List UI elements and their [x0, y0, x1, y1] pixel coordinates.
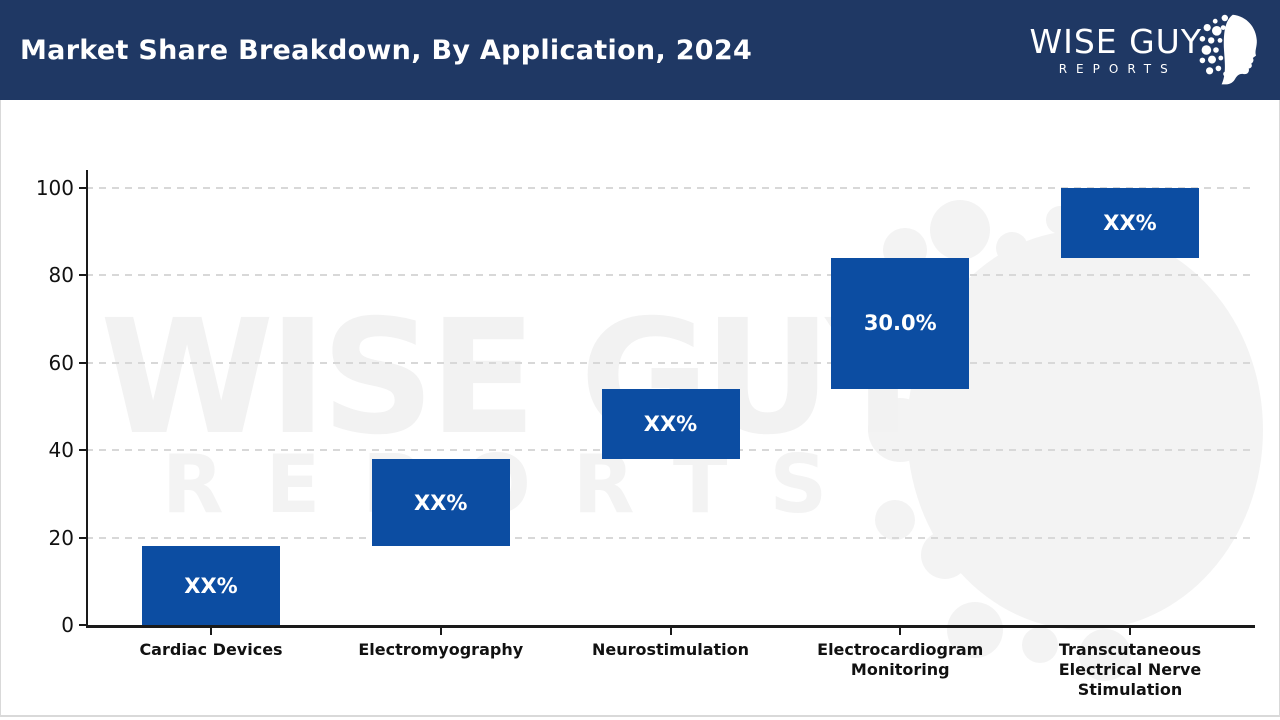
y-tick-label: 80 — [48, 263, 74, 287]
x-tick-mark — [1129, 627, 1131, 635]
y-tick-mark — [79, 274, 86, 276]
bar-1: XX% — [142, 546, 280, 625]
y-tick-label: 0 — [61, 613, 74, 637]
page-border-left — [0, 100, 1, 716]
x-category-label: Electromyography — [358, 640, 524, 659]
y-tick-mark — [79, 361, 86, 364]
watermark-wiseguy-text: WISE GUY — [100, 286, 942, 470]
logo-face-icon — [1199, 14, 1257, 85]
y-tick-mark — [79, 536, 86, 539]
bar-value-label: 30.0% — [863, 311, 937, 336]
y-tick-mark — [79, 449, 86, 451]
header: Market Share Breakdown, By Application, … — [0, 0, 1280, 100]
y-tick-label: 60 — [48, 350, 74, 375]
logo-reports-label: REPORTS — [1058, 62, 1177, 76]
gridline-100 — [86, 186, 1255, 189]
y-tick-label: 20 — [48, 525, 74, 550]
y-tick-mark — [79, 186, 86, 189]
y-tick-mark — [79, 624, 86, 626]
x-category-label: Cardiac Devices — [139, 640, 283, 659]
bar-3: XX% — [601, 388, 740, 459]
y-tick-label: 40 — [48, 438, 74, 462]
bar-5: XX% — [1061, 187, 1199, 258]
bar-value-label: XX% — [184, 573, 238, 598]
bar-value-label: XX% — [414, 490, 468, 515]
gridline-20 — [86, 536, 1255, 539]
logo-wiseguy-label: WISE GUY — [1029, 22, 1202, 61]
wiseguy-logo: WISE GUY REPORTS — [1029, 6, 1268, 94]
chart-title: Market Share Breakdown, By Application, … — [20, 34, 753, 66]
x-category-label: Transcutaneous Electrical Nerve Stimulat… — [1058, 640, 1202, 699]
x-tick-mark — [210, 627, 212, 635]
gridline-80 — [86, 274, 1255, 276]
x-category-label: Neurostimulation — [591, 640, 750, 659]
bar-value-label: XX% — [643, 411, 698, 436]
y-axis-line — [86, 170, 88, 628]
y-tick-label: 100 — [35, 175, 74, 200]
x-tick-mark — [439, 627, 442, 635]
x-category-label: Electrocardiogram Monitoring — [817, 640, 984, 679]
bar-2: XX% — [371, 458, 510, 547]
page-border-bottom — [0, 715, 1280, 717]
logo-text: WISE GUY REPORTS — [1029, 22, 1202, 77]
bar-4: 30.0% — [831, 257, 970, 389]
gridline-60 — [86, 361, 1255, 364]
x-tick-mark — [899, 627, 902, 635]
x-axis-line — [86, 625, 1255, 628]
bar-value-label: XX% — [1103, 210, 1157, 235]
x-tick-mark — [669, 627, 672, 635]
